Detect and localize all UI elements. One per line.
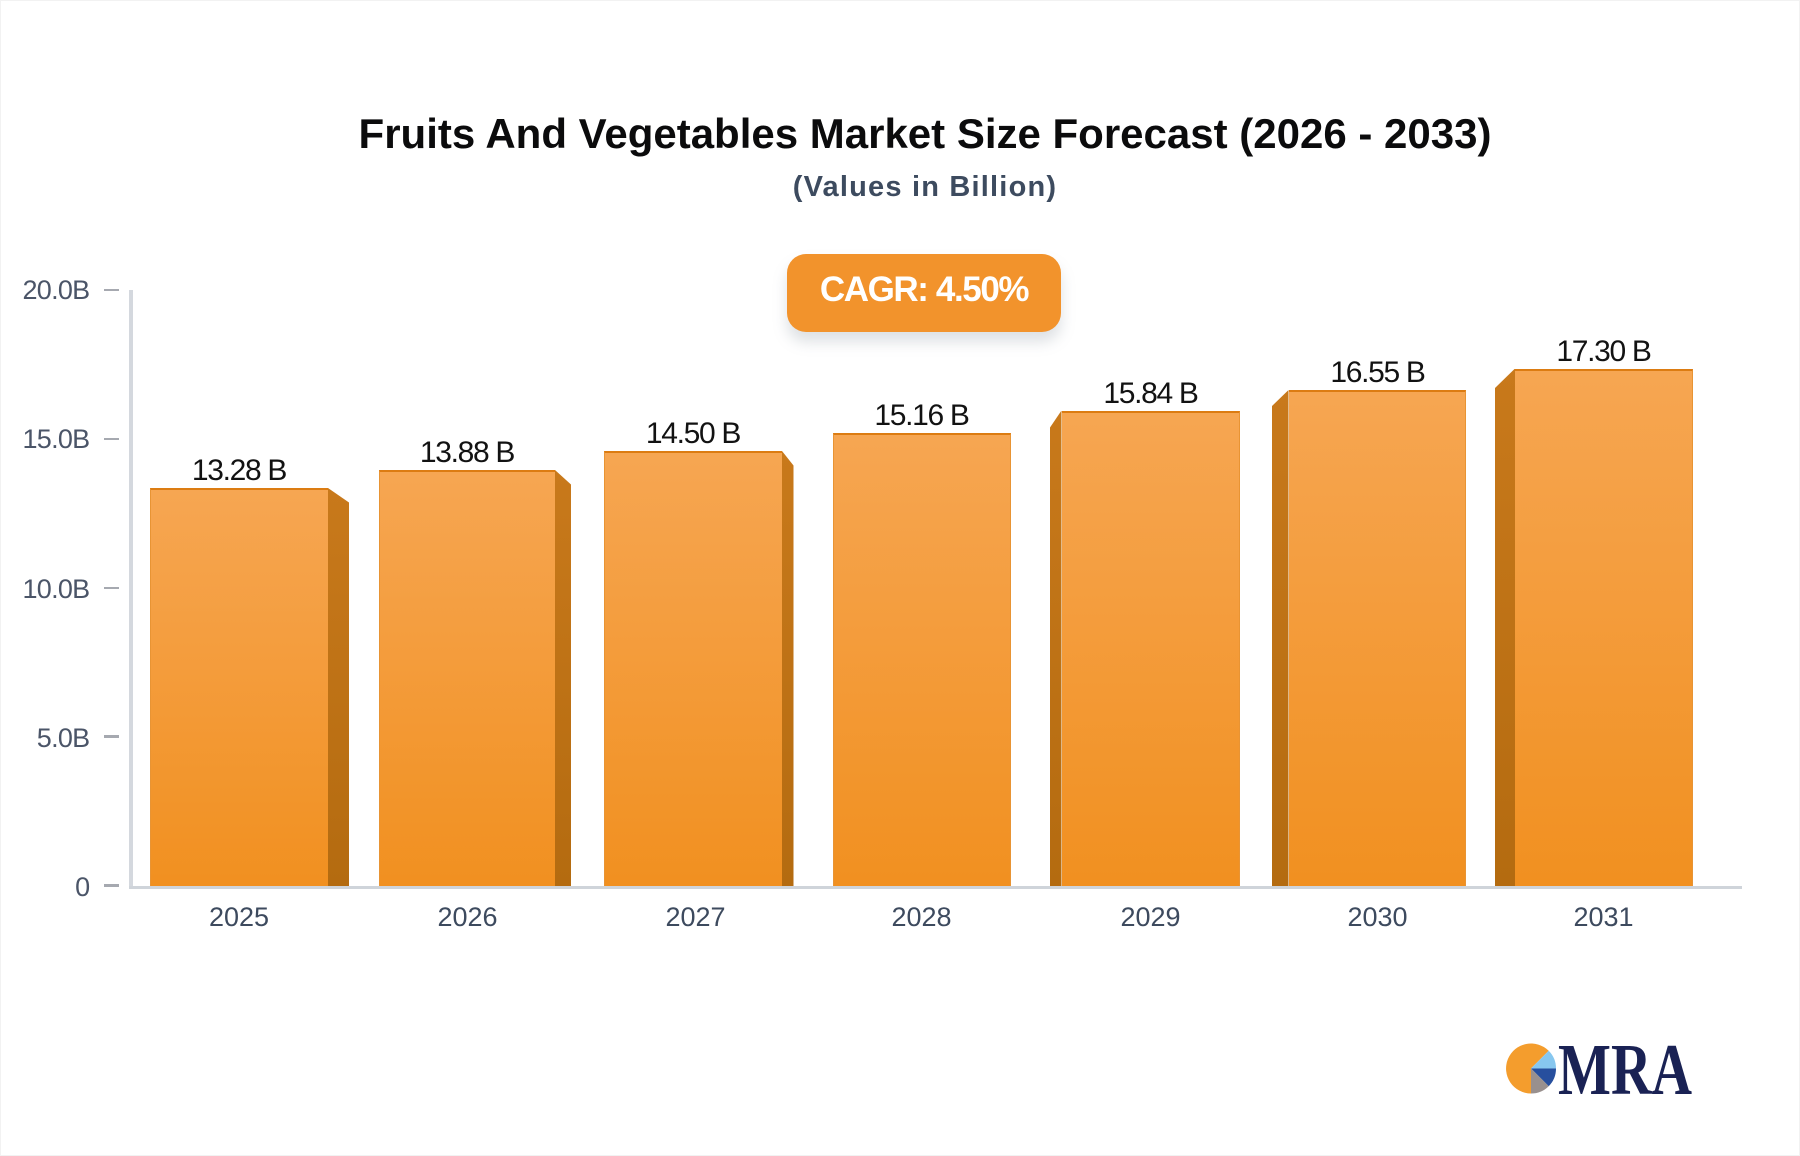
svg-text:MRA: MRA (1558, 1041, 1692, 1101)
